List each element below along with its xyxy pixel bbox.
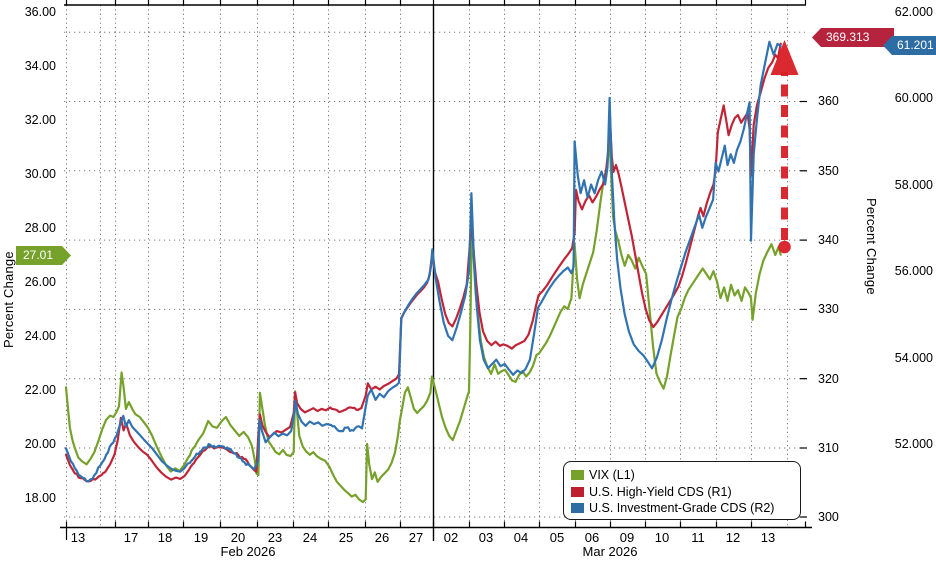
legend: VIX (L1) U.S. High-Yield CDS (R1) U.S. I… (563, 461, 801, 520)
y-axis-left-tick: 32.00 (24, 113, 56, 127)
legend-label: U.S. High-Yield CDS (R1) (589, 484, 732, 499)
y-axis-left-tick: 28.00 (24, 221, 56, 235)
x-axis-date-tick: 13 (70, 529, 86, 545)
y-axis-right2-tick: 58.000 (894, 177, 933, 192)
high-yield-last-value-tag: 369.313 (812, 28, 894, 47)
y-axis-right1-tick: 350 (818, 164, 839, 178)
y-axis-left-tick: 30.00 (24, 167, 56, 181)
y-axis-right1-tick: 330 (818, 302, 839, 316)
left-axis-title: Percent Change (1, 251, 16, 348)
y-axis-right2-tick: 56.000 (894, 264, 933, 278)
vix-swatch-icon (571, 470, 584, 481)
y-axis-left-tick: 34.00 (24, 59, 56, 73)
high-yield-swatch-icon (571, 486, 584, 497)
annotation-arrowhead-icon (770, 40, 799, 75)
month-label-mar: Mar 2026 (582, 544, 638, 559)
y-axis-right2-tick: 52.000 (894, 437, 933, 451)
x-axis-date-tick: 05 (549, 529, 565, 545)
legend-item-vix: VIX (L1) (571, 467, 800, 484)
legend-label: VIX (L1) (589, 468, 635, 483)
x-axis-date-tick: 26 (374, 529, 390, 545)
y-axis-right1-tick: 360 (818, 94, 839, 108)
y-axis-right2-tick: 62.000 (894, 4, 933, 19)
y-axis-left-tick: 20.00 (24, 437, 56, 451)
x-axis-date-tick: 04 (513, 529, 529, 545)
y-axis-right1-tick: 340 (818, 233, 839, 247)
x-axis-date-tick: 13 (760, 529, 776, 545)
x-axis-date-tick: 10 (654, 529, 670, 545)
x-axis-date-tick: 18 (157, 529, 173, 545)
y-axis-right1-tick: 300 (818, 510, 839, 524)
x-axis-date-tick: 03 (478, 529, 494, 545)
legend-item-high-yield-cds: U.S. High-Yield CDS (R1) (571, 484, 800, 501)
y-axis-right2-tick: 60.000 (894, 91, 933, 105)
right-axis-title: Percent Change (864, 198, 879, 295)
x-axis-date-tick: 17 (123, 529, 139, 545)
x-axis-date-tick: 11 (691, 529, 705, 545)
x-axis-date-tick: 09 (619, 529, 635, 545)
y-axis-left-tick: 36.00 (24, 5, 56, 19)
annotation-arrow-base-dot (778, 240, 791, 254)
legend-item-investment-grade-cds: U.S. Investment-Grade CDS (R2) (571, 500, 800, 517)
y-axis-left-tick: 18.00 (24, 491, 56, 505)
y-axis-left-tick: 24.00 (24, 329, 56, 343)
investment-grade-swatch-icon (571, 503, 584, 514)
x-axis-date-tick: 23 (267, 529, 283, 545)
y-axis-right1-tick: 320 (818, 372, 839, 386)
x-axis-date-tick: 27 (408, 529, 424, 545)
x-axis-date-tick: 19 (193, 529, 209, 545)
series-line-high-yield-cds (64, 42, 782, 483)
investment-grade-last-value-tag: 61.201 (883, 36, 936, 55)
vix-last-value-tag: 27.01 (16, 246, 71, 265)
y-axis-left-tick: 26.00 (24, 275, 56, 289)
x-axis-date-tick: 06 (584, 529, 600, 545)
y-axis-left-tick: 22.00 (24, 383, 56, 397)
series-line-investment-grade-cds (64, 40, 782, 483)
x-axis-date-tick: 25 (338, 529, 354, 545)
x-axis-date-tick: 12 (725, 529, 741, 545)
y-axis-right1-tick: 310 (818, 441, 839, 455)
month-label-feb: Feb 2026 (220, 544, 276, 559)
x-axis-date-tick: 20 (230, 529, 246, 545)
series-line-vix (64, 137, 782, 504)
x-axis-date-tick: 02 (443, 529, 459, 545)
x-axis-date-tick: 24 (302, 529, 318, 545)
y-axis-right2-tick: 54.000 (894, 350, 933, 365)
legend-label: U.S. Investment-Grade CDS (R2) (589, 501, 775, 516)
